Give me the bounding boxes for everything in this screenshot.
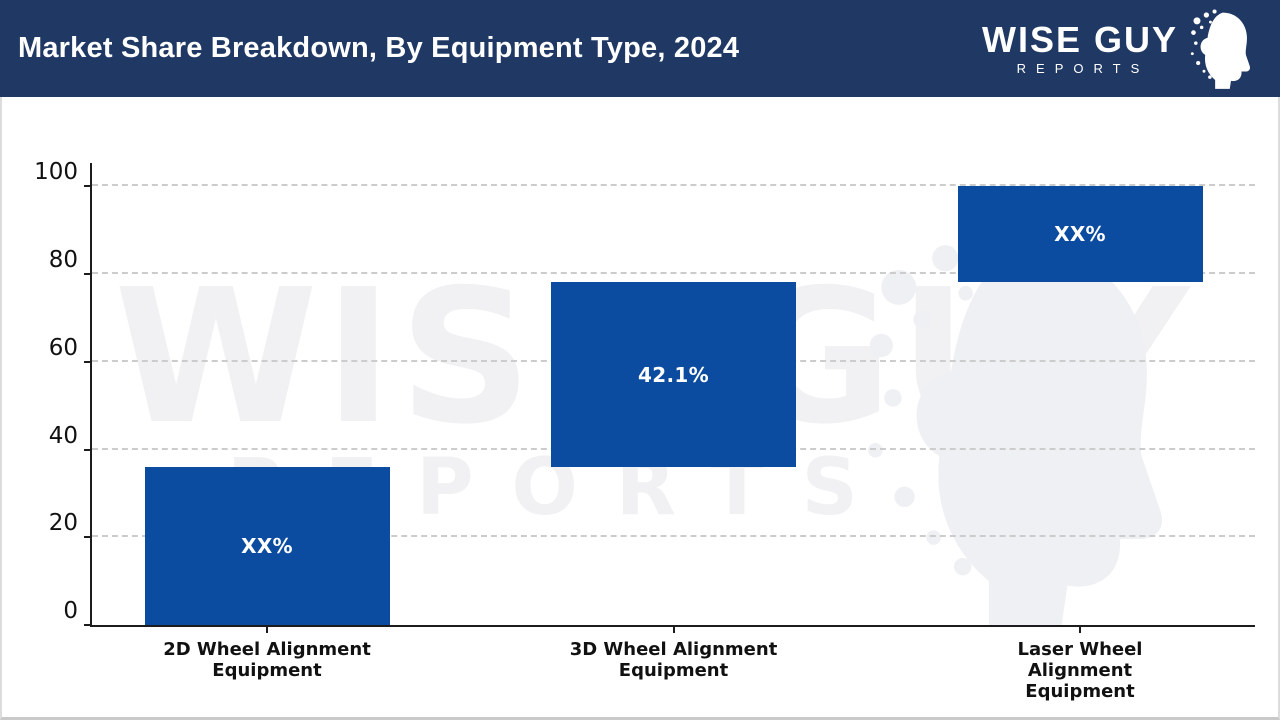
page-title: Market Share Breakdown, By Equipment Typ… xyxy=(18,32,740,64)
y-tick-mark-100 xyxy=(84,185,92,188)
y-tick-label-100: 100 xyxy=(34,159,78,186)
y-tick-mark-20 xyxy=(84,536,92,539)
bar-value-label-1: 42.1% xyxy=(638,362,709,387)
wise-guy-logo: WISE GUY REPORTS xyxy=(982,8,1258,90)
gridline-y-20 xyxy=(92,535,1255,538)
logo-text: WISE GUY REPORTS xyxy=(981,19,1178,76)
y-tick-label-40: 40 xyxy=(48,422,78,449)
logo-wordmark: WISE GUY xyxy=(981,19,1178,60)
plot-area: 0 20 40 60 80 100 XX% 2D Wheel Alignment Equipm… xyxy=(34,159,1255,702)
gridline-y-100 xyxy=(92,184,1255,187)
x-category-label-2: Laser Wheel Alignment Equipment xyxy=(1017,639,1143,703)
y-tick-mark-0 xyxy=(84,624,92,626)
logo-subtitle: REPORTS xyxy=(1016,61,1150,76)
bar-segment-1: 42.1% xyxy=(551,282,796,468)
y-tick-label-0: 0 xyxy=(63,598,78,624)
x-category-label-1: 3D Wheel Alignment Equipment xyxy=(569,639,778,682)
y-tick-mark-40 xyxy=(84,448,92,451)
logo-head-icon xyxy=(1190,8,1251,89)
y-tick-label-80: 80 xyxy=(48,247,78,274)
x-tick-mark-0 xyxy=(266,625,268,633)
bar-segment-2: XX% xyxy=(957,186,1203,283)
x-category-label-0: 2D Wheel Alignment Equipment xyxy=(163,639,371,682)
x-tick-mark-1 xyxy=(672,625,675,633)
bar-value-label-0: XX% xyxy=(241,534,293,559)
y-tick-label-60: 60 xyxy=(48,334,78,361)
x-tick-mark-2 xyxy=(1079,625,1081,633)
bar-value-label-2: XX% xyxy=(1054,222,1106,247)
y-tick-mark-60 xyxy=(84,360,92,363)
bar-segment-0: XX% xyxy=(144,467,390,625)
header-bar: Market Share Breakdown, By Equipment Typ… xyxy=(0,0,1280,97)
y-tick-label-20: 20 xyxy=(48,510,78,537)
y-tick-mark-80 xyxy=(84,273,92,276)
gridline-y-80 xyxy=(92,272,1255,275)
